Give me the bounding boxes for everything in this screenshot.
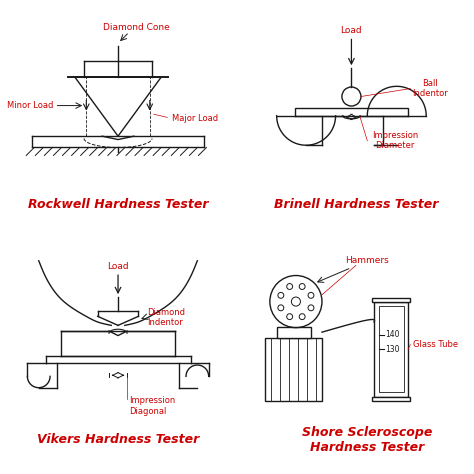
Text: Brinell Hardness Tester: Brinell Hardness Tester (274, 198, 438, 210)
Bar (372, 298, 410, 301)
Text: Glass Tube: Glass Tube (412, 340, 458, 349)
Text: Major Load: Major Load (173, 114, 219, 123)
Bar (277, 327, 310, 338)
Text: Diamond
Indentor: Diamond Indentor (147, 308, 185, 327)
Bar (295, 108, 408, 116)
Bar (379, 306, 403, 392)
Text: Diamond Cone: Diamond Cone (103, 23, 170, 32)
Text: Impression
Diagonal: Impression Diagonal (129, 396, 176, 416)
Text: 140: 140 (385, 330, 400, 339)
Text: Impression
Diameter: Impression Diameter (372, 131, 418, 150)
Text: Rockwell Hardness Tester: Rockwell Hardness Tester (28, 198, 208, 210)
Text: Hammers: Hammers (346, 256, 389, 265)
Bar (374, 301, 408, 397)
Text: Ball
Indentor: Ball Indentor (412, 79, 448, 98)
Text: Vikers Hardness Tester: Vikers Hardness Tester (37, 433, 199, 447)
Text: 130: 130 (385, 345, 400, 354)
Bar (372, 397, 410, 401)
Bar (265, 338, 322, 401)
Text: Load: Load (341, 26, 362, 35)
Text: Minor Load: Minor Load (7, 101, 54, 110)
Text: Load: Load (107, 262, 129, 271)
Text: Shore Scleroscope
Hardness Tester: Shore Scleroscope Hardness Tester (302, 426, 432, 454)
